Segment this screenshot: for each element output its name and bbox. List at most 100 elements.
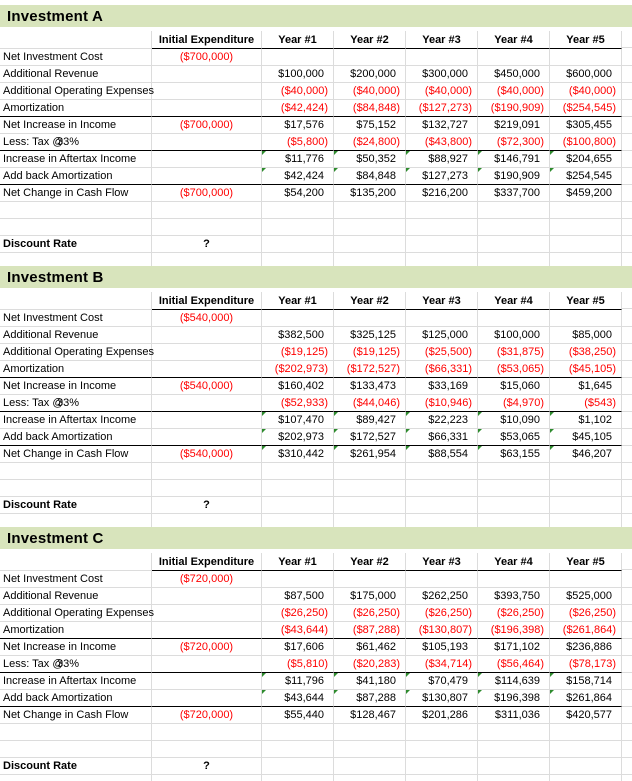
value-cell[interactable]: ($190,909)	[478, 100, 550, 117]
initial-expenditure-cell[interactable]	[152, 361, 262, 378]
value-cell[interactable]: $175,000	[334, 588, 406, 605]
empty-cell[interactable]	[478, 758, 550, 775]
value-cell[interactable]: $87,500	[262, 588, 334, 605]
value-cell[interactable]	[262, 571, 334, 588]
value-cell[interactable]: $42,424	[262, 168, 334, 185]
empty-cell[interactable]	[334, 202, 406, 219]
value-cell[interactable]: $89,427	[334, 412, 406, 429]
value-cell[interactable]: ($66,331)	[406, 361, 478, 378]
header-blank-cell[interactable]	[0, 553, 152, 571]
value-cell[interactable]: $45,105	[550, 429, 622, 446]
tax-rate-cell[interactable]: 33%	[57, 136, 80, 148]
empty-cell[interactable]	[478, 202, 550, 219]
value-cell[interactable]: ($40,000)	[334, 83, 406, 100]
initial-expenditure-cell[interactable]	[152, 327, 262, 344]
empty-cell[interactable]	[0, 219, 152, 236]
value-cell[interactable]: $310,442	[262, 446, 334, 463]
value-cell[interactable]: $66,331	[406, 429, 478, 446]
value-cell[interactable]	[262, 49, 334, 66]
value-cell[interactable]: $190,909	[478, 168, 550, 185]
initial-expenditure-cell[interactable]	[152, 344, 262, 361]
column-header-cell[interactable]: Year #3	[406, 553, 478, 571]
row-label-cell[interactable]: Increase in Aftertax Income	[0, 151, 152, 168]
initial-expenditure-cell[interactable]: ($720,000)	[152, 639, 262, 656]
value-cell[interactable]: $261,954	[334, 446, 406, 463]
empty-cell[interactable]	[262, 497, 334, 514]
initial-expenditure-cell[interactable]: ($540,000)	[152, 310, 262, 327]
initial-expenditure-cell[interactable]	[152, 588, 262, 605]
row-label-cell[interactable]: Less: Tax @33%	[0, 134, 152, 151]
value-cell[interactable]: ($40,000)	[478, 83, 550, 100]
initial-expenditure-cell[interactable]: ($700,000)	[152, 117, 262, 134]
value-cell[interactable]: ($26,250)	[478, 605, 550, 622]
value-cell[interactable]: $300,000	[406, 66, 478, 83]
row-label-cell[interactable]: Net Change in Cash Flow	[0, 707, 152, 724]
column-header-cell[interactable]: Initial Expenditure	[152, 31, 262, 49]
empty-cell[interactable]	[550, 758, 622, 775]
empty-cell[interactable]	[406, 741, 478, 758]
value-cell[interactable]: $107,470	[262, 412, 334, 429]
column-header-cell[interactable]: Year #4	[478, 292, 550, 310]
value-cell[interactable]: $75,152	[334, 117, 406, 134]
value-cell[interactable]: ($261,864)	[550, 622, 622, 639]
value-cell[interactable]: ($72,300)	[478, 134, 550, 151]
value-cell[interactable]: $216,200	[406, 185, 478, 202]
value-cell[interactable]: $10,090	[478, 412, 550, 429]
initial-expenditure-cell[interactable]	[152, 605, 262, 622]
value-cell[interactable]: ($26,250)	[406, 605, 478, 622]
value-cell[interactable]: $305,455	[550, 117, 622, 134]
value-cell[interactable]: $200,000	[334, 66, 406, 83]
value-cell[interactable]: $50,352	[334, 151, 406, 168]
row-label-cell[interactable]: Amortization	[0, 622, 152, 639]
row-label-cell[interactable]: Additional Revenue	[0, 327, 152, 344]
value-cell[interactable]: $41,180	[334, 673, 406, 690]
column-header-cell[interactable]: Year #1	[262, 292, 334, 310]
empty-cell[interactable]	[0, 741, 152, 758]
empty-cell[interactable]	[262, 463, 334, 480]
value-cell[interactable]: ($24,800)	[334, 134, 406, 151]
value-cell[interactable]: ($5,810)	[262, 656, 334, 673]
empty-cell[interactable]	[478, 236, 550, 253]
value-cell[interactable]: $236,886	[550, 639, 622, 656]
value-cell[interactable]	[478, 49, 550, 66]
empty-cell[interactable]	[152, 219, 262, 236]
tax-rate-cell[interactable]: 33%	[57, 658, 80, 670]
value-cell[interactable]: ($31,875)	[478, 344, 550, 361]
row-label-cell[interactable]: Increase in Aftertax Income	[0, 673, 152, 690]
row-label-cell[interactable]: Additional Operating Expenses	[0, 605, 154, 622]
column-header-cell[interactable]: Initial Expenditure	[152, 292, 262, 310]
discount-rate-value-cell[interactable]: ?	[152, 758, 262, 775]
empty-cell[interactable]	[152, 724, 262, 741]
empty-cell[interactable]	[406, 758, 478, 775]
value-cell[interactable]: $43,644	[262, 690, 334, 707]
empty-cell[interactable]	[0, 724, 152, 741]
empty-cell[interactable]	[152, 741, 262, 758]
column-header-cell[interactable]: Year #1	[262, 31, 334, 49]
discount-rate-label-cell[interactable]: Discount Rate	[0, 497, 152, 514]
empty-cell[interactable]	[478, 463, 550, 480]
empty-cell[interactable]	[478, 724, 550, 741]
value-cell[interactable]: $219,091	[478, 117, 550, 134]
empty-cell[interactable]	[406, 463, 478, 480]
value-cell[interactable]: $325,125	[334, 327, 406, 344]
column-header-cell[interactable]: Initial Expenditure	[152, 553, 262, 571]
value-cell[interactable]: $11,776	[262, 151, 334, 168]
initial-expenditure-cell[interactable]	[152, 66, 262, 83]
empty-cell[interactable]	[550, 480, 622, 497]
empty-cell[interactable]	[478, 480, 550, 497]
empty-cell[interactable]	[152, 480, 262, 497]
value-cell[interactable]: ($42,424)	[262, 100, 334, 117]
value-cell[interactable]: $130,807	[406, 690, 478, 707]
value-cell[interactable]: $201,286	[406, 707, 478, 724]
column-header-cell[interactable]: Year #2	[334, 292, 406, 310]
discount-rate-value-cell[interactable]: ?	[152, 236, 262, 253]
column-header-cell[interactable]: Year #5	[550, 31, 622, 49]
value-cell[interactable]: $84,848	[334, 168, 406, 185]
empty-cell[interactable]	[406, 724, 478, 741]
value-cell[interactable]: $171,102	[478, 639, 550, 656]
empty-cell[interactable]	[262, 724, 334, 741]
empty-cell[interactable]	[262, 480, 334, 497]
empty-cell[interactable]	[334, 236, 406, 253]
value-cell[interactable]: ($78,173)	[550, 656, 622, 673]
discount-rate-label-cell[interactable]: Discount Rate	[0, 236, 152, 253]
